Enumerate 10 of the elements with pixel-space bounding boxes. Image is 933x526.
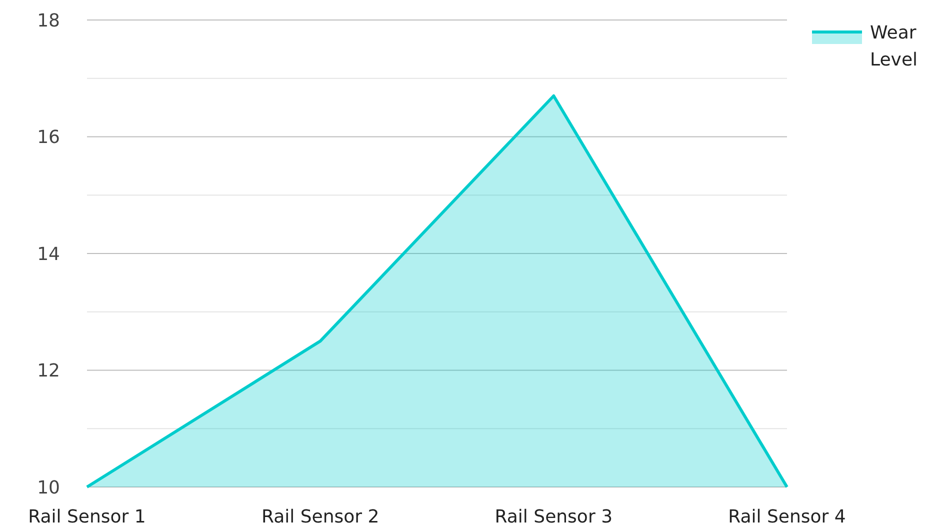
- y-tick-label: 10: [37, 477, 60, 498]
- x-tick-label: Rail Sensor 4: [728, 506, 846, 526]
- y-tick-label: 18: [37, 10, 60, 32]
- y-tick-label: 14: [37, 244, 60, 265]
- y-tick-label: 12: [37, 360, 60, 382]
- x-tick-label: Rail Sensor 1: [28, 506, 146, 526]
- x-tick-label: Rail Sensor 3: [494, 506, 613, 526]
- legend-label: Wear Level: [870, 22, 918, 70]
- y-tick-label: 16: [37, 127, 60, 148]
- x-tick-label: Rail Sensor 2: [261, 506, 380, 526]
